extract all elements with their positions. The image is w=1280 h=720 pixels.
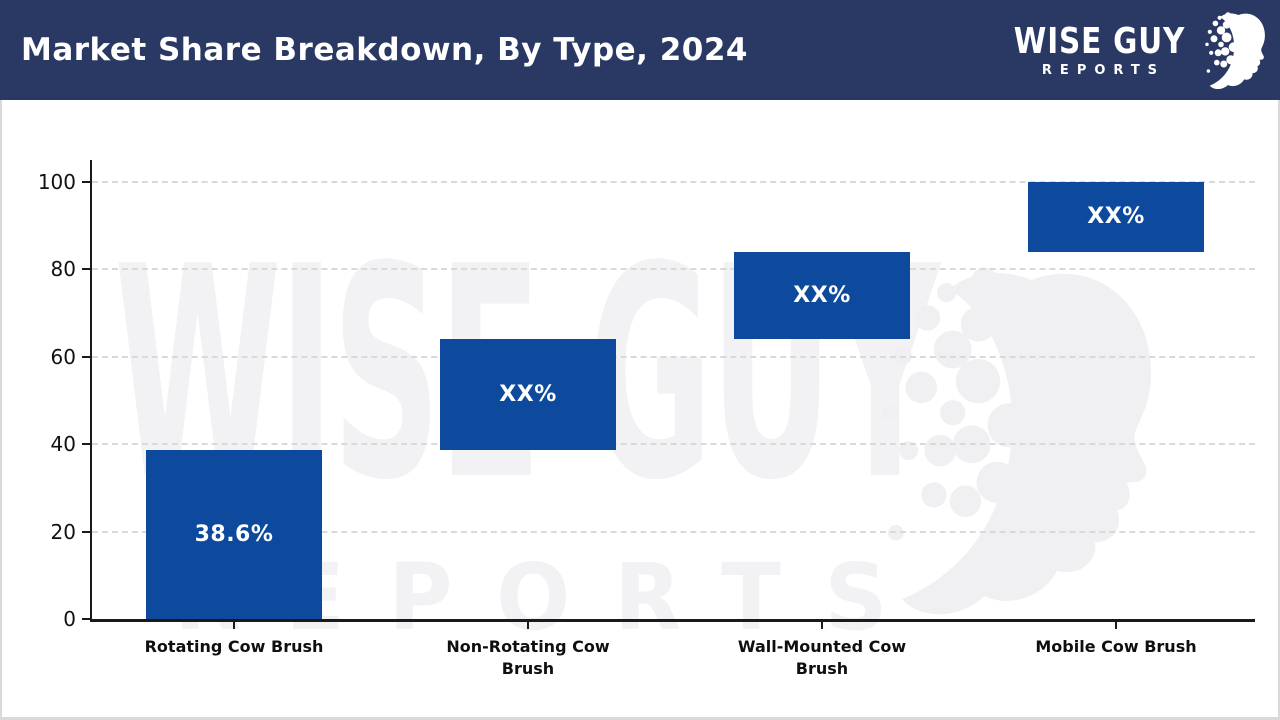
y-axis-tick-0 [82, 618, 92, 620]
x-axis-category-label-3: Wall-Mounted Cow Brush [737, 637, 907, 678]
y-axis-tick-80 [82, 268, 92, 271]
y-axis-tick-40 [82, 443, 92, 446]
page-title: Market Share Breakdown, By Type, 2024 [21, 32, 749, 68]
x-axis-tick-1 [233, 622, 235, 629]
y-axis-label-20: 20 [50, 519, 76, 544]
dotted-face-profile-icon [1200, 7, 1270, 93]
y-axis-label-0: 0 [63, 607, 76, 631]
bar-segment-1: 38.6% [146, 450, 322, 619]
y-axis-label-80: 80 [50, 257, 76, 282]
brand-name: WISE GUY [1013, 20, 1186, 62]
y-axis-label-60: 60 [50, 344, 76, 369]
gridline-y-20 [92, 530, 1255, 533]
y-axis-tick-20 [82, 530, 92, 533]
x-axis-tick-4 [1115, 622, 1117, 629]
plot-area: 0 20 40 60 80 100 38.6% Rotating Cow Brush XX% No… [38, 160, 1255, 678]
brand-logo: WISE GUY REPORTS [995, 7, 1270, 93]
gridline-y-60 [92, 355, 1255, 358]
gridline-y-80 [92, 268, 1255, 271]
y-axis-tick-100 [82, 181, 92, 183]
y-axis-tick-60 [82, 355, 92, 358]
x-axis-category-label-2: Non-Rotating Cow Brush [446, 637, 610, 678]
x-axis-category-label-4: Mobile Cow Brush [1035, 637, 1197, 656]
brand-subname: REPORTS [1041, 62, 1166, 78]
header-bar: Market Share Breakdown, By Type, 2024 WI… [0, 0, 1280, 100]
gridline-y-100 [92, 181, 1255, 183]
x-axis-tick-3 [821, 622, 823, 629]
x-axis-category-label-1: Rotating Cow Brush [144, 637, 324, 656]
bar-value-label: 38.6% [194, 522, 274, 548]
bar-value-label: XX% [793, 283, 851, 309]
bar-segment-4: XX% [1028, 182, 1204, 252]
gridline-y-40 [92, 443, 1255, 446]
bar-segment-2: XX% [440, 339, 616, 451]
brand-logo-text: WISE GUY REPORTS [995, 20, 1204, 78]
chart-area: WISE GUY REPORTS 0 20 40 60 80 100 38.6% Rotati… [0, 100, 1280, 720]
bar-segment-3: XX% [734, 251, 910, 340]
y-axis-label-100: 100 [37, 170, 76, 194]
bar-value-label: XX% [1087, 204, 1145, 230]
bar-value-label: XX% [499, 382, 557, 408]
y-axis-label-40: 40 [50, 432, 76, 457]
x-axis-tick-2 [527, 622, 529, 629]
